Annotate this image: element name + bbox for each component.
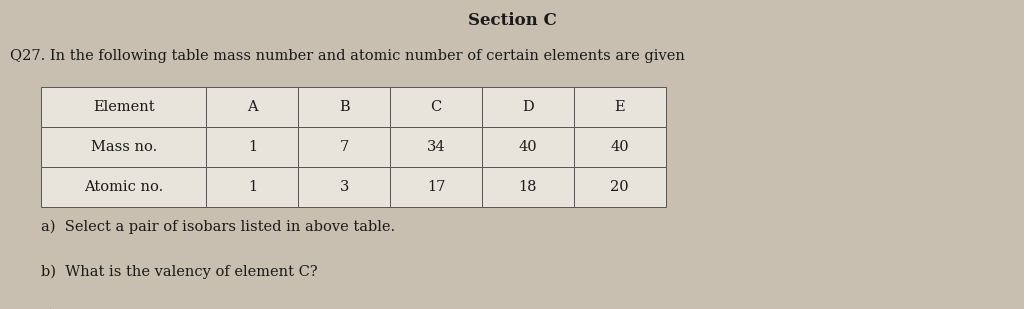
Bar — [207, 127, 298, 167]
Bar — [573, 167, 666, 207]
Bar — [482, 87, 573, 127]
Text: 40: 40 — [610, 140, 629, 154]
Text: D: D — [522, 99, 534, 114]
Bar — [41, 127, 207, 167]
Bar — [298, 127, 390, 167]
Text: 18: 18 — [518, 180, 538, 194]
Text: Element: Element — [93, 99, 155, 114]
Text: E: E — [614, 99, 625, 114]
Bar — [298, 87, 390, 127]
Text: Q27. In the following table mass number and atomic number of certain elements ar: Q27. In the following table mass number … — [10, 49, 685, 63]
Bar — [41, 167, 207, 207]
Bar — [207, 167, 298, 207]
Text: B: B — [339, 99, 349, 114]
Bar — [573, 87, 666, 127]
Bar — [573, 127, 666, 167]
Bar — [482, 127, 573, 167]
Text: C: C — [430, 99, 441, 114]
Text: Atomic no.: Atomic no. — [84, 180, 164, 194]
Text: a)  Select a pair of isobars listed in above table.: a) Select a pair of isobars listed in ab… — [41, 219, 395, 234]
Text: Mass no.: Mass no. — [90, 140, 157, 154]
Text: 40: 40 — [518, 140, 538, 154]
Text: A: A — [247, 99, 258, 114]
Text: 1: 1 — [248, 140, 257, 154]
Text: Section C: Section C — [468, 12, 556, 29]
Text: 17: 17 — [427, 180, 445, 194]
Text: b)  What is the valency of element C?: b) What is the valency of element C? — [41, 264, 317, 279]
Bar — [482, 167, 573, 207]
Bar — [41, 87, 207, 127]
Bar — [390, 127, 482, 167]
Bar — [298, 167, 390, 207]
Text: 1: 1 — [248, 180, 257, 194]
Bar — [390, 87, 482, 127]
Bar — [390, 167, 482, 207]
Text: 3: 3 — [340, 180, 349, 194]
Text: 20: 20 — [610, 180, 629, 194]
Text: 7: 7 — [340, 140, 349, 154]
Text: 34: 34 — [427, 140, 445, 154]
Bar — [207, 87, 298, 127]
